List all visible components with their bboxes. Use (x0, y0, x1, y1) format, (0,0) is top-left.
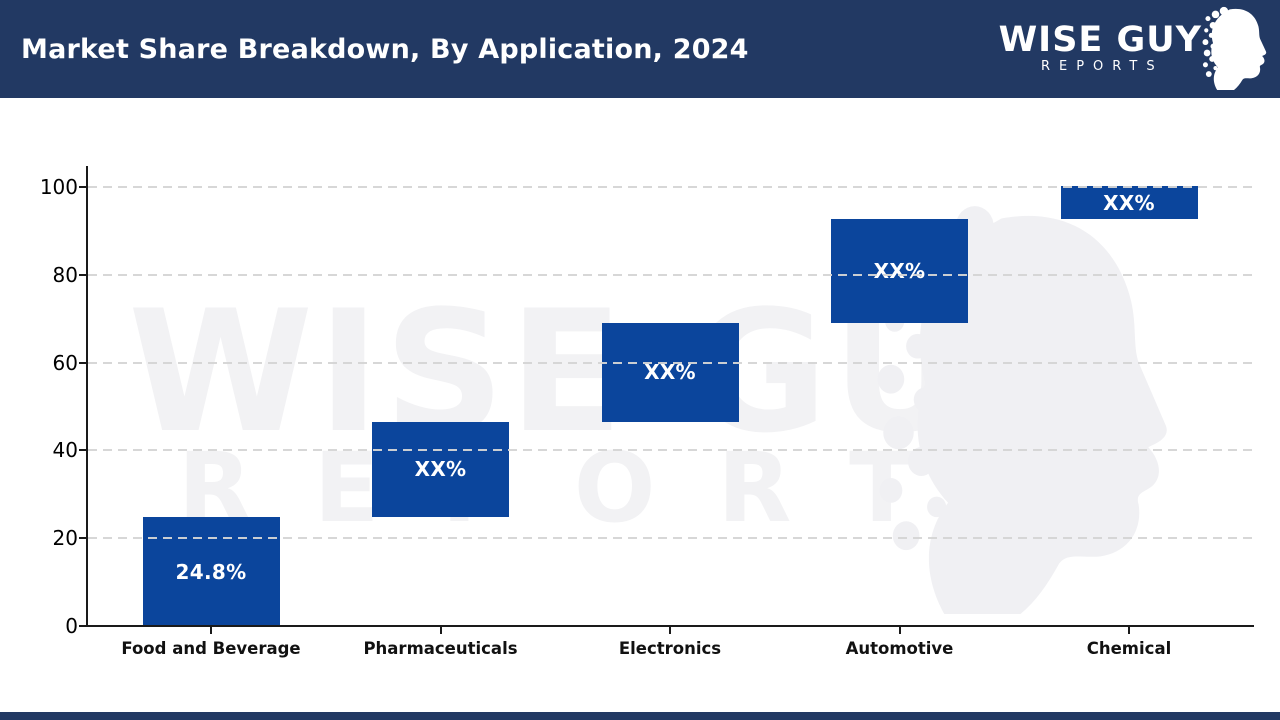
x-tick-mark-4 (898, 627, 901, 634)
x-category-label-4: Automotive (845, 639, 954, 658)
y-tick-mark-0 (79, 625, 87, 627)
logo-secondary-text: REPORTS (1040, 59, 1164, 75)
footer-bar (0, 712, 1280, 720)
bar-electronics: XX% (601, 323, 739, 422)
x-category-label-3: Electronics (618, 639, 722, 658)
bar-pharmaceuticals: XX% (372, 421, 509, 518)
gridline-y60 (88, 361, 1254, 364)
y-tick-mark-20 (79, 537, 87, 540)
gridline-y20 (88, 537, 1254, 540)
y-tick-label-40: 40 (52, 438, 78, 463)
y-tick-mark-60 (79, 361, 87, 364)
gridline-y40 (88, 449, 1254, 452)
header-bar: Market Share Breakdown, By Application, … (0, 0, 1280, 98)
y-tick-mark-80 (79, 273, 87, 276)
x-tick-mark-5 (1128, 627, 1130, 634)
gridline-y80 (88, 273, 1254, 276)
bar-value-label: XX% (1103, 190, 1155, 215)
x-axis-spine (86, 625, 1254, 627)
x-category-label-5: Chemical (1086, 639, 1172, 658)
wiseguy-head-icon (1202, 6, 1267, 90)
logo-primary-text: WISE GUY (998, 19, 1202, 60)
y-tick-label-0: 0 (65, 614, 78, 638)
y-tick-mark-40 (79, 449, 87, 452)
x-tick-mark-3 (669, 627, 671, 634)
x-category-label-2: Pharmaceuticals (363, 639, 518, 658)
y-tick-label-80: 80 (52, 262, 78, 287)
x-tick-mark-2 (439, 627, 442, 634)
y-axis-spine (86, 166, 88, 626)
y-tick-label-100: 100 (39, 175, 78, 199)
bar-value-label: XX% (644, 360, 696, 385)
x-category-label-1: Food and Beverage (121, 639, 301, 658)
bar-value-label: 24.8% (175, 559, 247, 584)
y-tick-label-20: 20 (52, 526, 78, 551)
bar-automotive: XX% (831, 218, 968, 324)
wiseguy-logo: WISE GUY REPORTS (999, 6, 1270, 90)
y-tick-label-60: 60 (52, 350, 78, 375)
bar-value-label: XX% (873, 258, 926, 283)
gridline-y100 (88, 186, 1254, 188)
x-tick-mark-1 (210, 627, 212, 634)
bar-chemical: XX% (1060, 185, 1198, 220)
plot-area: 24.8% XX% XX% XX% XX% 0 20 40 60 80 100 (0, 98, 1280, 712)
bar-food-and-beverage: 24.8% (142, 517, 280, 626)
wiseguy-logo-text: WISE GUY REPORTS (998, 19, 1202, 75)
bar-value-label: XX% (414, 457, 467, 482)
watermark-head-icon (877, 206, 1167, 614)
y-tick-mark-100 (79, 186, 87, 188)
page-title: Market Share Breakdown, By Application, … (21, 33, 749, 65)
